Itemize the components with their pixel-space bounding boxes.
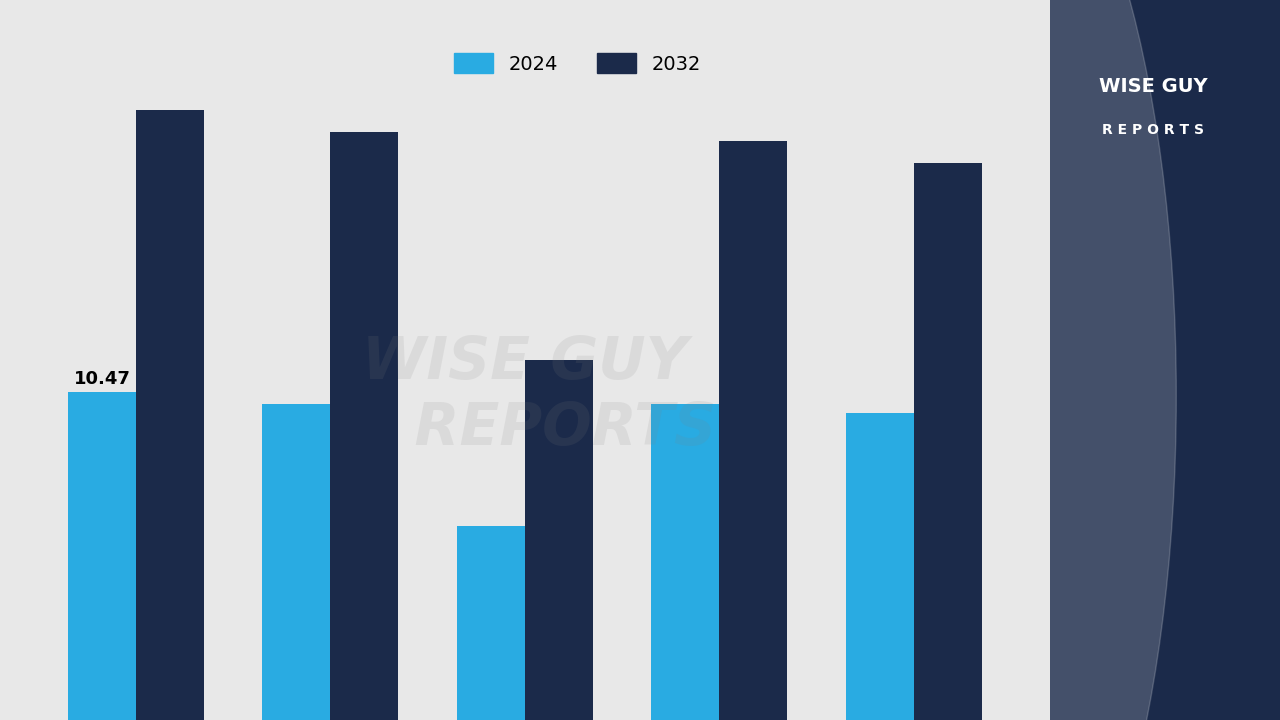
Bar <box>719 141 787 720</box>
Bar <box>136 110 204 720</box>
Bar <box>914 163 982 720</box>
Bar <box>846 413 914 720</box>
Bar <box>652 404 719 720</box>
Circle shape <box>785 0 1176 720</box>
Legend: 2024, 2032: 2024, 2032 <box>447 46 708 82</box>
Text: R E P O R T S: R E P O R T S <box>1102 122 1204 137</box>
Bar <box>262 404 330 720</box>
Text: WISE GUY: WISE GUY <box>1100 77 1207 96</box>
Bar <box>457 526 525 720</box>
Bar <box>68 392 136 720</box>
Bar <box>525 360 593 720</box>
Text: WISE GUY
    REPORTS: WISE GUY REPORTS <box>333 335 717 457</box>
Text: 10.47: 10.47 <box>74 369 131 387</box>
Bar <box>330 132 398 720</box>
